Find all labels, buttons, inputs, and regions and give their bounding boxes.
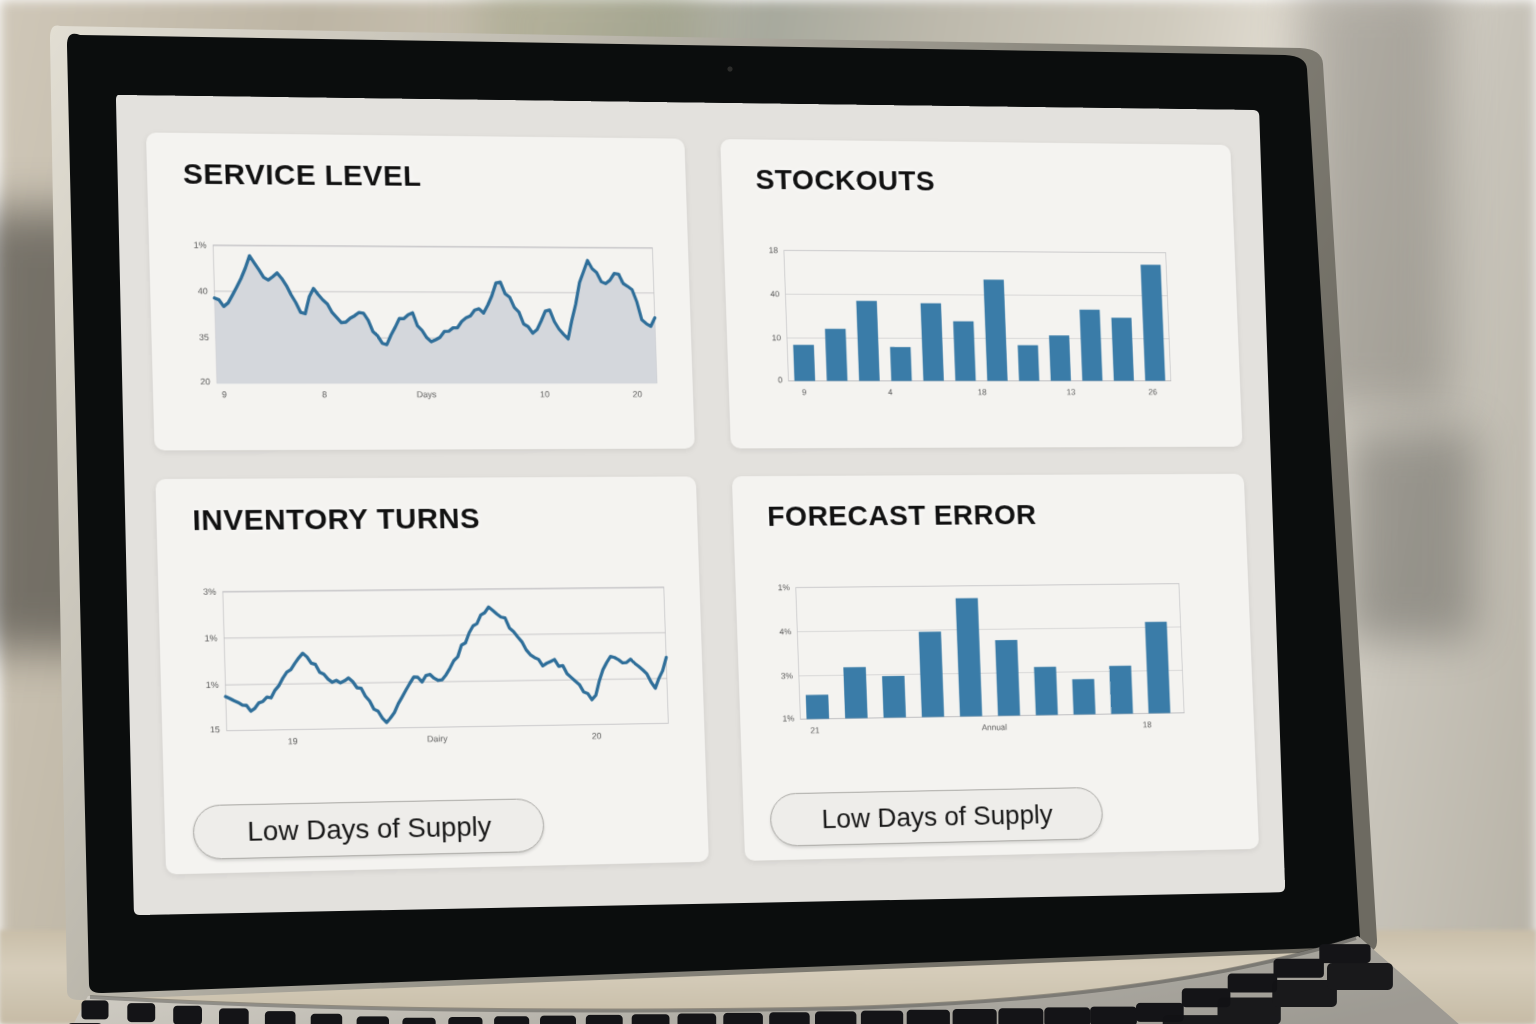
svg-text:Dairy: Dairy: [427, 734, 448, 744]
svg-text:1%: 1%: [193, 240, 206, 250]
svg-text:21: 21: [810, 725, 820, 735]
svg-text:26: 26: [1148, 387, 1157, 396]
svg-text:1%: 1%: [778, 583, 791, 593]
svg-text:8: 8: [322, 390, 327, 400]
svg-text:20: 20: [592, 731, 602, 741]
svg-text:15: 15: [210, 724, 220, 734]
svg-text:35: 35: [199, 332, 209, 342]
svg-text:9: 9: [222, 390, 227, 400]
svg-text:10: 10: [772, 333, 782, 343]
svg-text:10: 10: [540, 389, 550, 399]
svg-text:4: 4: [888, 387, 893, 397]
svg-text:3%: 3%: [781, 671, 794, 681]
svg-text:0: 0: [778, 375, 783, 385]
svg-text:3%: 3%: [203, 587, 216, 597]
svg-text:19: 19: [288, 736, 298, 746]
svg-text:13: 13: [1066, 387, 1075, 397]
svg-text:4%: 4%: [779, 627, 792, 637]
svg-text:1%: 1%: [782, 713, 795, 723]
svg-text:18: 18: [769, 245, 779, 255]
svg-text:18: 18: [1143, 720, 1152, 730]
svg-text:40: 40: [770, 289, 780, 299]
svg-text:20: 20: [200, 377, 210, 387]
svg-text:Annual: Annual: [982, 722, 1008, 732]
svg-text:9: 9: [802, 387, 807, 397]
svg-text:18: 18: [978, 387, 988, 397]
svg-text:20: 20: [632, 389, 642, 399]
svg-text:1%: 1%: [204, 633, 217, 643]
svg-text:1%: 1%: [206, 680, 219, 690]
svg-text:40: 40: [198, 286, 208, 296]
svg-text:Days: Days: [416, 389, 437, 399]
